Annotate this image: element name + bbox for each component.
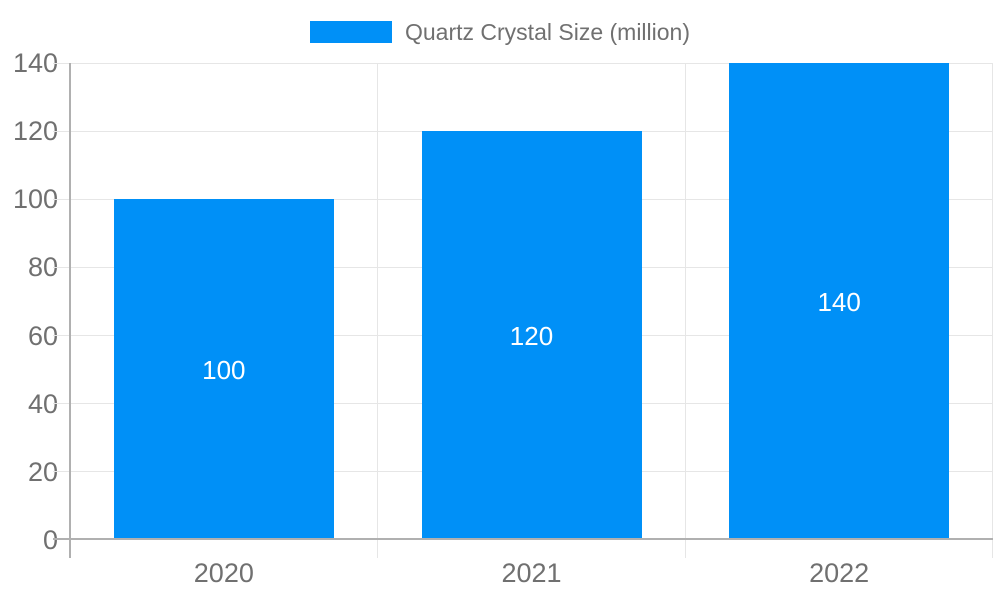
y-axis-tick-label: 20 — [27, 456, 58, 487]
column-boundary-gridline — [992, 63, 993, 558]
plot-area: 100 120 140 — [53, 62, 993, 558]
bar-2021[interactable]: 120 — [421, 131, 642, 540]
y-axis-tick-label: 40 — [27, 388, 58, 419]
x-axis-tick-label: 2020 — [193, 558, 254, 588]
y-axis-tick-label: 100 — [12, 184, 58, 215]
bar-value-label: 140 — [817, 286, 861, 317]
y-axis-tick-label: 0 — [42, 525, 58, 555]
bar-value-label: 120 — [509, 320, 554, 351]
y-axis-tick-label: 80 — [27, 252, 58, 283]
y-gridline — [53, 62, 993, 64]
legend[interactable]: Quartz Crystal Size (million) — [0, 19, 1000, 45]
bar-2020[interactable]: 100 — [113, 199, 334, 540]
x-axis-tick-label: 2022 — [809, 558, 870, 588]
column-boundary-gridline — [684, 63, 686, 558]
legend-label: Quartz Crystal Size (million) — [405, 19, 690, 45]
legend-swatch — [310, 21, 392, 43]
bar-value-label: 100 — [202, 354, 246, 385]
y-axis-tick-label: 120 — [12, 116, 58, 147]
x-axis-tick-label: 2021 — [501, 558, 562, 588]
column-boundary-gridline — [377, 63, 379, 558]
y-axis-tick-label: 60 — [27, 320, 58, 351]
y-axis-tick-label: 140 — [12, 48, 58, 78]
bar-2022[interactable]: 140 — [729, 63, 950, 540]
x-axis-line — [53, 538, 993, 540]
y-axis-line — [69, 63, 71, 558]
